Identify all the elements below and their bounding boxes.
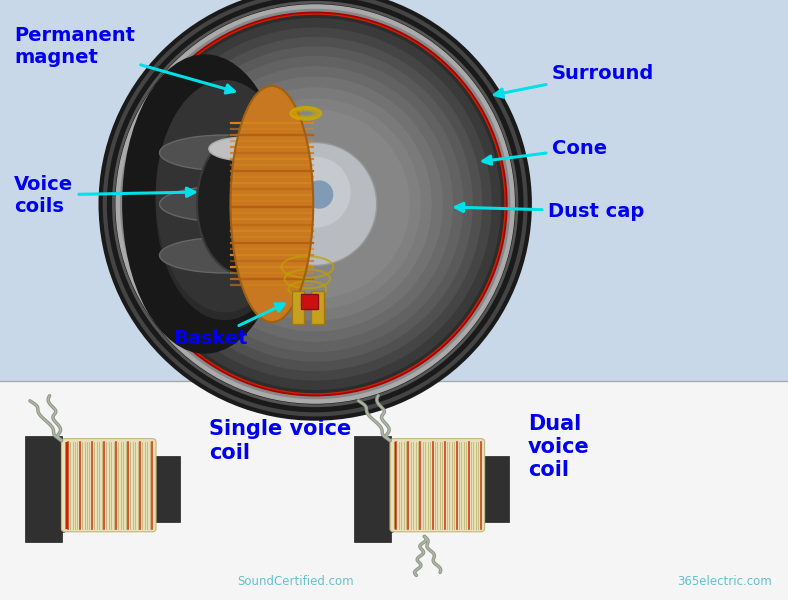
Bar xyxy=(484,456,509,522)
Bar xyxy=(25,436,62,542)
Text: Voice
coils: Voice coils xyxy=(14,175,195,215)
Text: Dual
voice
coil: Dual voice coil xyxy=(528,414,589,480)
Ellipse shape xyxy=(254,143,377,265)
Text: 365electric.com: 365electric.com xyxy=(678,575,772,588)
Text: Permanent
magnet: Permanent magnet xyxy=(14,26,234,93)
FancyBboxPatch shape xyxy=(58,445,65,533)
Ellipse shape xyxy=(280,157,351,227)
Text: SoundCertified.com: SoundCertified.com xyxy=(237,575,354,588)
Ellipse shape xyxy=(122,54,288,354)
Text: Cone: Cone xyxy=(483,139,607,164)
Bar xyxy=(301,294,318,309)
Bar xyxy=(0,0,788,381)
Ellipse shape xyxy=(120,8,511,400)
Bar xyxy=(0,381,788,600)
Bar xyxy=(155,456,180,522)
Text: Single voice
coil: Single voice coil xyxy=(209,419,351,463)
Ellipse shape xyxy=(210,98,421,310)
Bar xyxy=(311,291,324,324)
Ellipse shape xyxy=(98,0,532,421)
FancyBboxPatch shape xyxy=(386,445,394,533)
Ellipse shape xyxy=(221,109,410,299)
Ellipse shape xyxy=(197,133,292,275)
Text: Basket: Basket xyxy=(173,304,284,349)
Ellipse shape xyxy=(209,137,280,161)
Bar xyxy=(394,442,396,529)
Ellipse shape xyxy=(156,80,293,313)
FancyBboxPatch shape xyxy=(61,439,156,532)
Ellipse shape xyxy=(159,238,290,273)
Ellipse shape xyxy=(188,76,443,332)
Text: Surround: Surround xyxy=(495,64,654,97)
Bar xyxy=(65,442,68,529)
Ellipse shape xyxy=(118,7,512,401)
Ellipse shape xyxy=(177,66,453,342)
Ellipse shape xyxy=(129,18,501,390)
Ellipse shape xyxy=(159,135,290,170)
Ellipse shape xyxy=(148,37,482,371)
Ellipse shape xyxy=(305,181,333,209)
Ellipse shape xyxy=(230,86,313,322)
Ellipse shape xyxy=(158,46,473,362)
Ellipse shape xyxy=(156,88,293,320)
Bar xyxy=(354,436,391,542)
Text: Dust cap: Dust cap xyxy=(455,202,644,221)
Bar xyxy=(292,291,304,324)
Ellipse shape xyxy=(159,186,290,222)
Ellipse shape xyxy=(139,28,492,380)
Ellipse shape xyxy=(167,56,463,352)
Ellipse shape xyxy=(199,88,432,320)
FancyBboxPatch shape xyxy=(390,439,485,532)
